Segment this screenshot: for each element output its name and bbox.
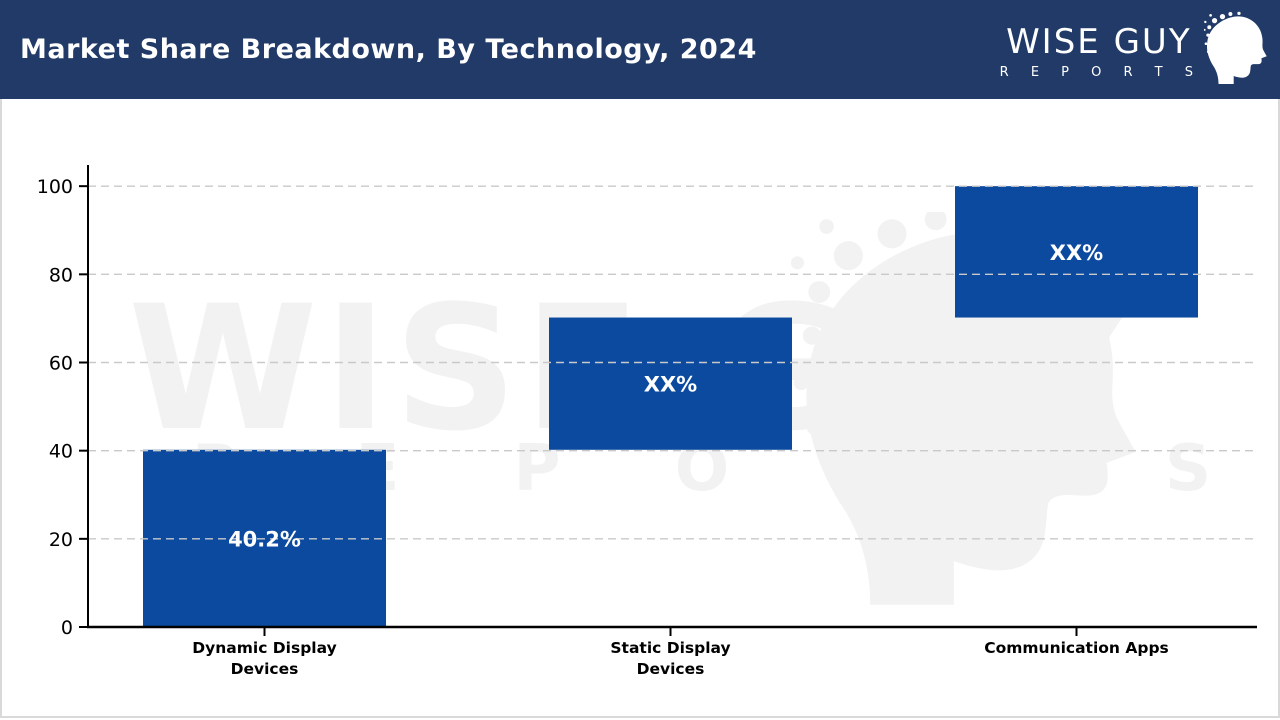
page-edge-left: [0, 99, 2, 718]
bar-segment-1: [549, 317, 792, 450]
page-title: Market Share Breakdown, By Technology, 2…: [20, 34, 757, 65]
x-category-label-1-line-0: Static Display: [610, 639, 730, 657]
brand-logo: WISE GUY R E P O R T S: [996, 8, 1270, 90]
x-category-label-1-line-1: Devices: [637, 660, 705, 678]
y-tick-label-60: 60: [49, 352, 73, 374]
x-category-label-0-line-0: Dynamic Display: [192, 639, 336, 657]
y-tick-label-80: 80: [49, 264, 73, 286]
page-edge-bottom: [0, 716, 1280, 718]
bar-value-label-0: 40.2%: [228, 527, 301, 551]
watermark-head-icon: [788, 212, 1136, 605]
logo-wordmark: WISE GUY: [1006, 22, 1192, 62]
page-edge-right: [1278, 99, 1280, 718]
y-tick-label-100: 100: [37, 176, 73, 198]
bar-segment-2: [955, 186, 1198, 318]
logo-head-icon: [1204, 11, 1267, 84]
bar-value-label-1: XX%: [644, 373, 697, 397]
logo-text: WISE GUY R E P O R T S: [996, 22, 1202, 80]
y-tick-label-0: 0: [61, 617, 73, 639]
y-tick-label-20: 20: [49, 529, 73, 551]
y-tick-label-40: 40: [49, 441, 73, 463]
logo-subtitle: R E P O R T S: [999, 65, 1202, 80]
header-bar: Market Share Breakdown, By Technology, 2…: [0, 0, 1280, 99]
x-category-label-0-line-1: Devices: [231, 660, 299, 678]
x-category-label-2-line-0: Communication Apps: [984, 639, 1169, 657]
bar-value-label-2: XX%: [1050, 241, 1103, 265]
